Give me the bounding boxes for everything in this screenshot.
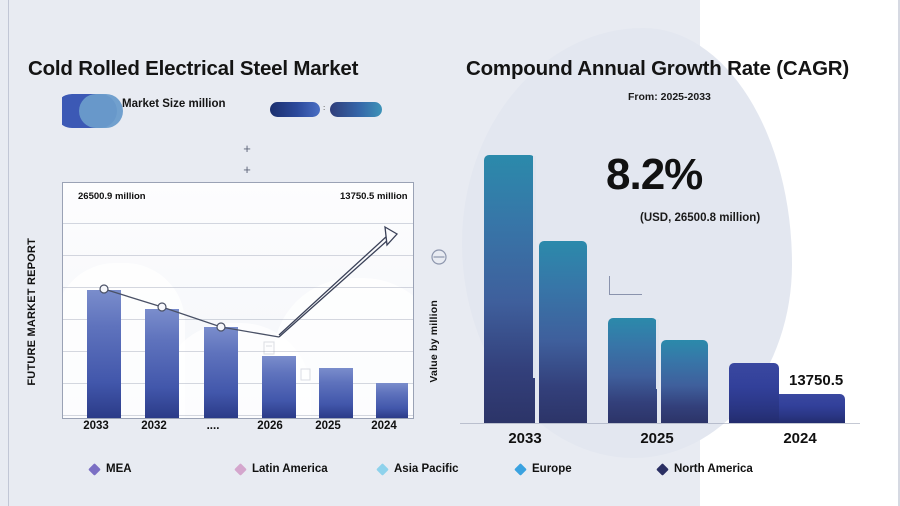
legend-label-europe: Europe [532, 463, 572, 475]
legend-marker-asia-pacific [376, 462, 389, 476]
pill-primary [270, 102, 320, 117]
market-size-label: Market Size million [122, 98, 226, 110]
plus-marks-decoration: + + [236, 138, 258, 180]
cagr-title: Compound Annual Growth Rate (CAGR) [466, 57, 850, 80]
legend-item-europe[interactable]: Europe [514, 462, 572, 476]
legend-item-north-america[interactable]: North America [656, 462, 753, 476]
cagr-period: From: 2025-2033 [628, 91, 711, 103]
legend-item-latin-america[interactable]: Latin America [234, 462, 328, 476]
region-legend: MEA Latin America Asia Pacific Europe No… [0, 462, 900, 489]
x-tick-2024: 2024 [371, 420, 397, 432]
gridline [63, 383, 413, 384]
bar-2024 [376, 383, 408, 418]
bar-dots [204, 327, 238, 418]
right-x-tick-2033: 2033 [508, 430, 542, 447]
right-x-tick-2025: 2025 [640, 430, 674, 447]
x-tick-2033: 2033 [83, 420, 109, 432]
x-tick-2025: 2025 [315, 420, 341, 432]
gridline [63, 223, 413, 224]
watermark-icon-2 [300, 368, 311, 381]
legend-marker-mea [88, 462, 101, 476]
bar-2033 [87, 290, 121, 418]
x-tick-dots: .... [206, 420, 220, 432]
bar-chart-plot-area [62, 182, 414, 419]
bar-2025 [319, 368, 353, 418]
trend-line [99, 225, 399, 338]
pill-secondary [330, 102, 382, 117]
right-chart-baseline [460, 423, 860, 424]
right-bar-2025-b [661, 340, 708, 423]
page-title: Cold Rolled Electrical Steel Market [28, 57, 359, 80]
right-bar-2024-a [729, 363, 779, 423]
legend-label-asia-pacific: Asia Pacific [394, 463, 459, 475]
axis-right-title: Value by million [428, 300, 440, 383]
bar-2026 [262, 356, 296, 418]
legend-label-mea: MEA [106, 463, 132, 475]
annotation-start-value: 26500.9 million [78, 191, 146, 202]
legend-marker-europe [514, 462, 527, 476]
legend-item-mea[interactable]: MEA [88, 462, 132, 476]
right-bar-notch-1 [533, 156, 536, 378]
legend-item-asia-pacific[interactable]: Asia Pacific [376, 462, 459, 476]
right-bar-2024-b [779, 394, 845, 423]
bar-2032 [145, 309, 179, 418]
annotation-end-value: 13750.5 million [340, 191, 408, 202]
cagr-percentage: 8.2% [606, 150, 703, 199]
pill-separator: : [323, 105, 326, 112]
cagr-usd-value: (USD, 26500.8 million) [640, 212, 761, 224]
market-size-icon [62, 94, 123, 128]
right-x-tick-2024: 2024 [783, 430, 817, 447]
watermark-icon-1 [263, 341, 275, 355]
plus-icon-1: + [243, 141, 251, 156]
legend-label-latin-america: Latin America [252, 463, 328, 475]
minus-circle-icon [431, 249, 447, 265]
gradient-pill-group: : [270, 102, 382, 118]
right-bar-2025-a [608, 318, 657, 423]
right-border-line [898, 0, 900, 506]
gridline [63, 351, 413, 352]
right-bar-2033-b [539, 241, 587, 423]
legend-marker-latin-america [234, 462, 247, 476]
legend-marker-north-america [656, 462, 669, 476]
gridline [63, 255, 413, 256]
legend-label-north-america: North America [674, 463, 753, 475]
bracket-decoration [609, 276, 642, 295]
plus-icon-2: + [243, 162, 251, 177]
x-tick-2032: 2032 [141, 420, 167, 432]
gridline [63, 319, 413, 320]
gridline [63, 415, 413, 416]
axis-left-title: FUTURE MARKET REPORT [26, 238, 38, 386]
right-bar-2033-a [484, 155, 535, 423]
gridline [63, 287, 413, 288]
x-tick-2026: 2026 [257, 420, 283, 432]
right-chart-value-label: 13750.5 [789, 372, 844, 389]
left-border-line [8, 0, 9, 506]
right-bar-notch-2 [656, 319, 659, 389]
